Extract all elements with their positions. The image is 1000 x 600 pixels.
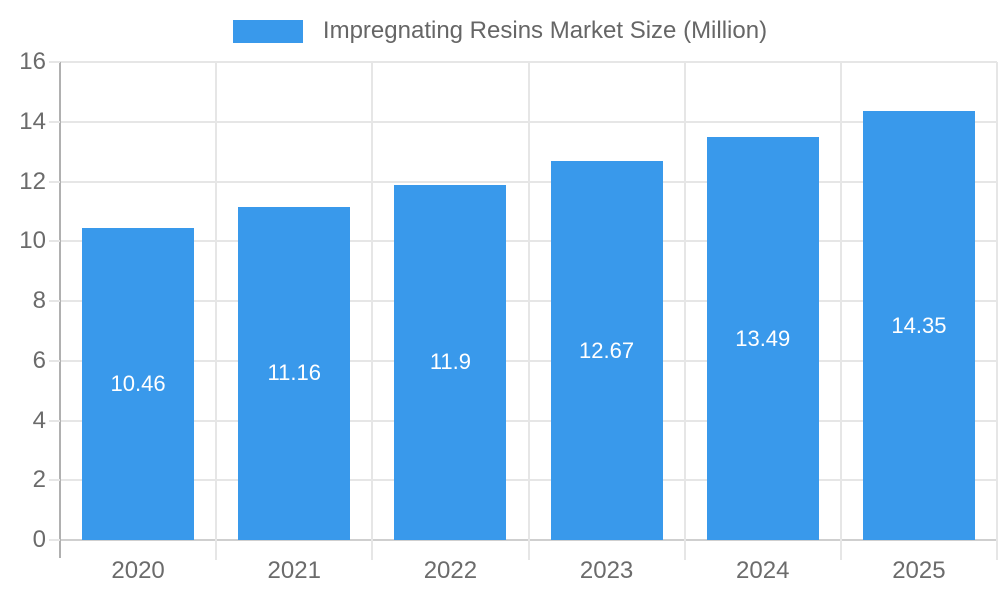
bar: 11.16	[238, 206, 351, 540]
bar-value-label: 14.35	[891, 312, 947, 338]
category-boundary-gridline	[996, 62, 998, 560]
x-axis-tick-label: 2022	[423, 557, 478, 584]
chart-legend[interactable]: Impregnating Resins Market Size (Million…	[0, 17, 1000, 45]
y-axis-tick	[49, 479, 60, 482]
y-axis-tick	[49, 240, 60, 243]
bar: 13.49	[706, 137, 819, 540]
category-boundary-gridline	[215, 62, 218, 560]
x-axis-tick-label: 2020	[111, 557, 165, 584]
x-axis-tick-label: 2023	[579, 557, 634, 584]
category-boundary-gridline	[839, 62, 842, 560]
y-axis-tick	[49, 61, 60, 63]
category-boundary-gridline	[683, 62, 686, 560]
x-axis-tick-label: 2021	[267, 557, 321, 584]
category-boundary-gridline	[527, 62, 530, 560]
y-axis-tick-label: 0	[32, 526, 46, 553]
y-axis-tick-label: 12	[19, 167, 46, 195]
bar-value-label: 11.9	[429, 349, 471, 375]
x-axis-tick-label: 2024	[736, 557, 790, 584]
bar-value-label: 11.16	[267, 360, 321, 386]
y-axis-tick	[49, 539, 60, 541]
plot-area: 10.46 11.16 11.9 12.67 13.49 14.35	[59, 61, 998, 560]
bar-value-label: 13.49	[735, 325, 791, 351]
y-axis-line	[59, 62, 61, 558]
legend-swatch-icon	[232, 19, 303, 43]
y-axis-tick-label: 2	[32, 466, 46, 494]
y-axis-tick-label: 6	[32, 346, 46, 374]
y-axis-tick	[49, 180, 60, 183]
bar-value-label: 12.67	[579, 337, 635, 363]
y-axis-tick	[49, 419, 60, 422]
bar: 14.35	[862, 111, 975, 540]
y-axis-tick-label: 16	[19, 48, 46, 75]
bar: 10.46	[82, 227, 195, 540]
bar: 11.9	[394, 184, 507, 540]
bar: 12.67	[550, 161, 663, 540]
y-axis-tick-label: 8	[32, 287, 46, 314]
y-axis-tick-label: 10	[19, 227, 46, 255]
y-axis-tick	[49, 120, 60, 123]
y-axis-tick	[49, 359, 60, 362]
category-boundary-gridline	[371, 62, 374, 560]
y-axis-tick-label: 4	[32, 406, 46, 434]
y-axis-tick-label: 14	[19, 107, 46, 135]
y-axis-tick	[49, 300, 60, 302]
x-axis-tick-label: 2025	[892, 557, 946, 584]
bar-value-label: 10.46	[110, 370, 166, 396]
legend-series-label: Impregnating Resins Market Size (Million…	[322, 17, 768, 44]
